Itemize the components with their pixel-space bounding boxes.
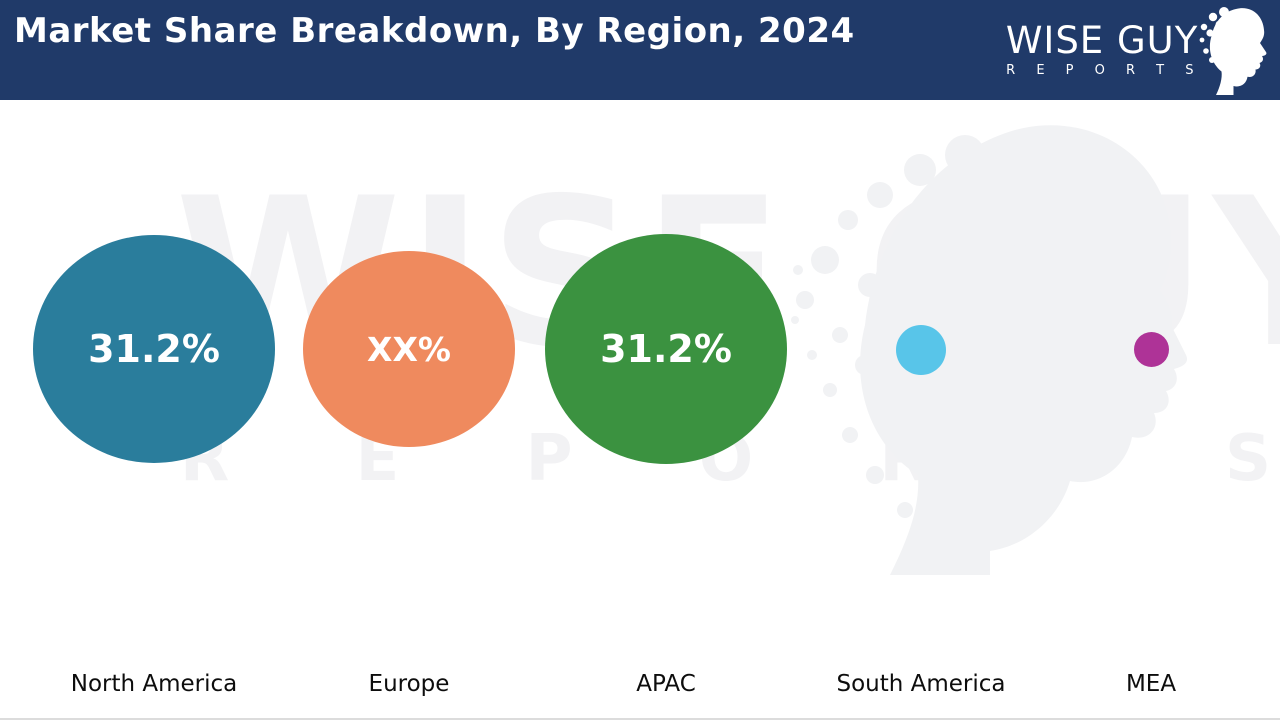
logo-text: WISE GUY R E P O R T S xyxy=(1002,19,1202,78)
header: Market Share Breakdown, By Region, 2024 … xyxy=(0,0,1280,100)
bottom-divider xyxy=(0,718,1280,720)
category-label-south-america: South America xyxy=(836,671,1006,697)
category-label-apac: APAC xyxy=(636,671,696,697)
bubble-apac: 31.2% xyxy=(545,234,787,464)
bubble-value-label: 31.2% xyxy=(600,327,732,371)
bubble-north-america: 31.2% xyxy=(33,235,275,463)
logo-name: WISE GUY xyxy=(1005,19,1199,63)
bubble-value-label: 31.2% xyxy=(88,327,220,371)
category-label-mea: MEA xyxy=(1125,671,1177,697)
category-label-north-america: North America xyxy=(70,671,238,697)
bubble-mea xyxy=(1134,332,1169,367)
bubble-value-label: XX% xyxy=(367,329,451,369)
bubble-europe: XX% xyxy=(303,251,515,447)
category-label-europe: Europe xyxy=(368,671,450,697)
watermark-dot-face-icon xyxy=(791,125,1187,575)
wise-guy-logo: WISE GUY R E P O R T S xyxy=(1002,4,1268,96)
bubble-south-america xyxy=(896,325,946,375)
logo-tagline: R E P O R T S xyxy=(1006,62,1202,78)
dot-face-icon xyxy=(1199,7,1267,95)
page-title: Market Share Breakdown, By Region, 2024 xyxy=(14,11,855,51)
